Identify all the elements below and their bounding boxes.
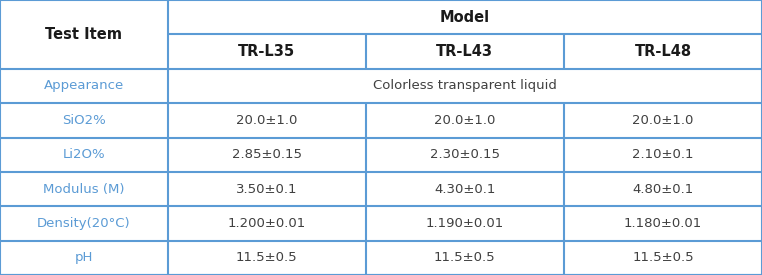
Text: 2.10±0.1: 2.10±0.1 [632,148,693,161]
Text: 11.5±0.5: 11.5±0.5 [236,251,297,264]
Text: Model: Model [440,10,490,25]
Text: 20.0±1.0: 20.0±1.0 [434,114,495,127]
Text: Modulus (M): Modulus (M) [43,183,124,196]
Text: Li2O%: Li2O% [62,148,105,161]
Text: 4.80±0.1: 4.80±0.1 [632,183,693,196]
Text: 11.5±0.5: 11.5±0.5 [434,251,495,264]
Text: 1.180±0.01: 1.180±0.01 [624,217,702,230]
Text: 20.0±1.0: 20.0±1.0 [632,114,693,127]
Text: SiO2%: SiO2% [62,114,106,127]
Text: Appearance: Appearance [43,79,124,92]
Text: TR-L48: TR-L48 [635,44,691,59]
Text: 2.85±0.15: 2.85±0.15 [232,148,302,161]
Text: Colorless transparent liquid: Colorless transparent liquid [373,79,557,92]
Text: TR-L35: TR-L35 [239,44,295,59]
Text: pH: pH [75,251,93,264]
Text: 4.30±0.1: 4.30±0.1 [434,183,495,196]
Text: 11.5±0.5: 11.5±0.5 [632,251,693,264]
Text: Density(20°C): Density(20°C) [37,217,130,230]
Text: TR-L43: TR-L43 [437,44,493,59]
Text: Test Item: Test Item [45,27,123,42]
Text: 20.0±1.0: 20.0±1.0 [236,114,297,127]
Text: 2.30±0.15: 2.30±0.15 [430,148,500,161]
Text: 1.200±0.01: 1.200±0.01 [228,217,306,230]
Text: 1.190±0.01: 1.190±0.01 [426,217,504,230]
Text: 3.50±0.1: 3.50±0.1 [236,183,297,196]
